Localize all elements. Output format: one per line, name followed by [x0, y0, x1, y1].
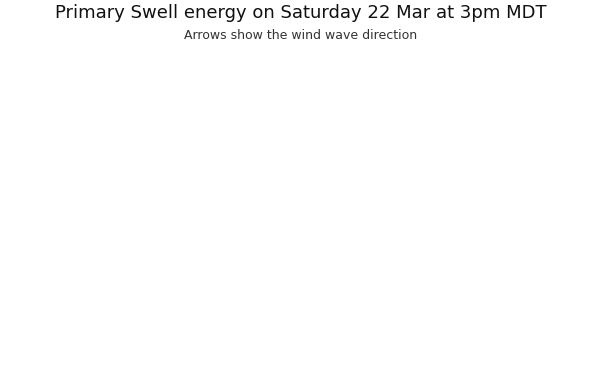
Text: Arrows show the wind wave direction: Arrows show the wind wave direction	[184, 30, 417, 42]
Text: Primary Swell energy on Saturday 22 Mar at 3pm MDT: Primary Swell energy on Saturday 22 Mar …	[55, 4, 546, 22]
Text: Cartopy not available: Cartopy not available	[225, 201, 376, 214]
